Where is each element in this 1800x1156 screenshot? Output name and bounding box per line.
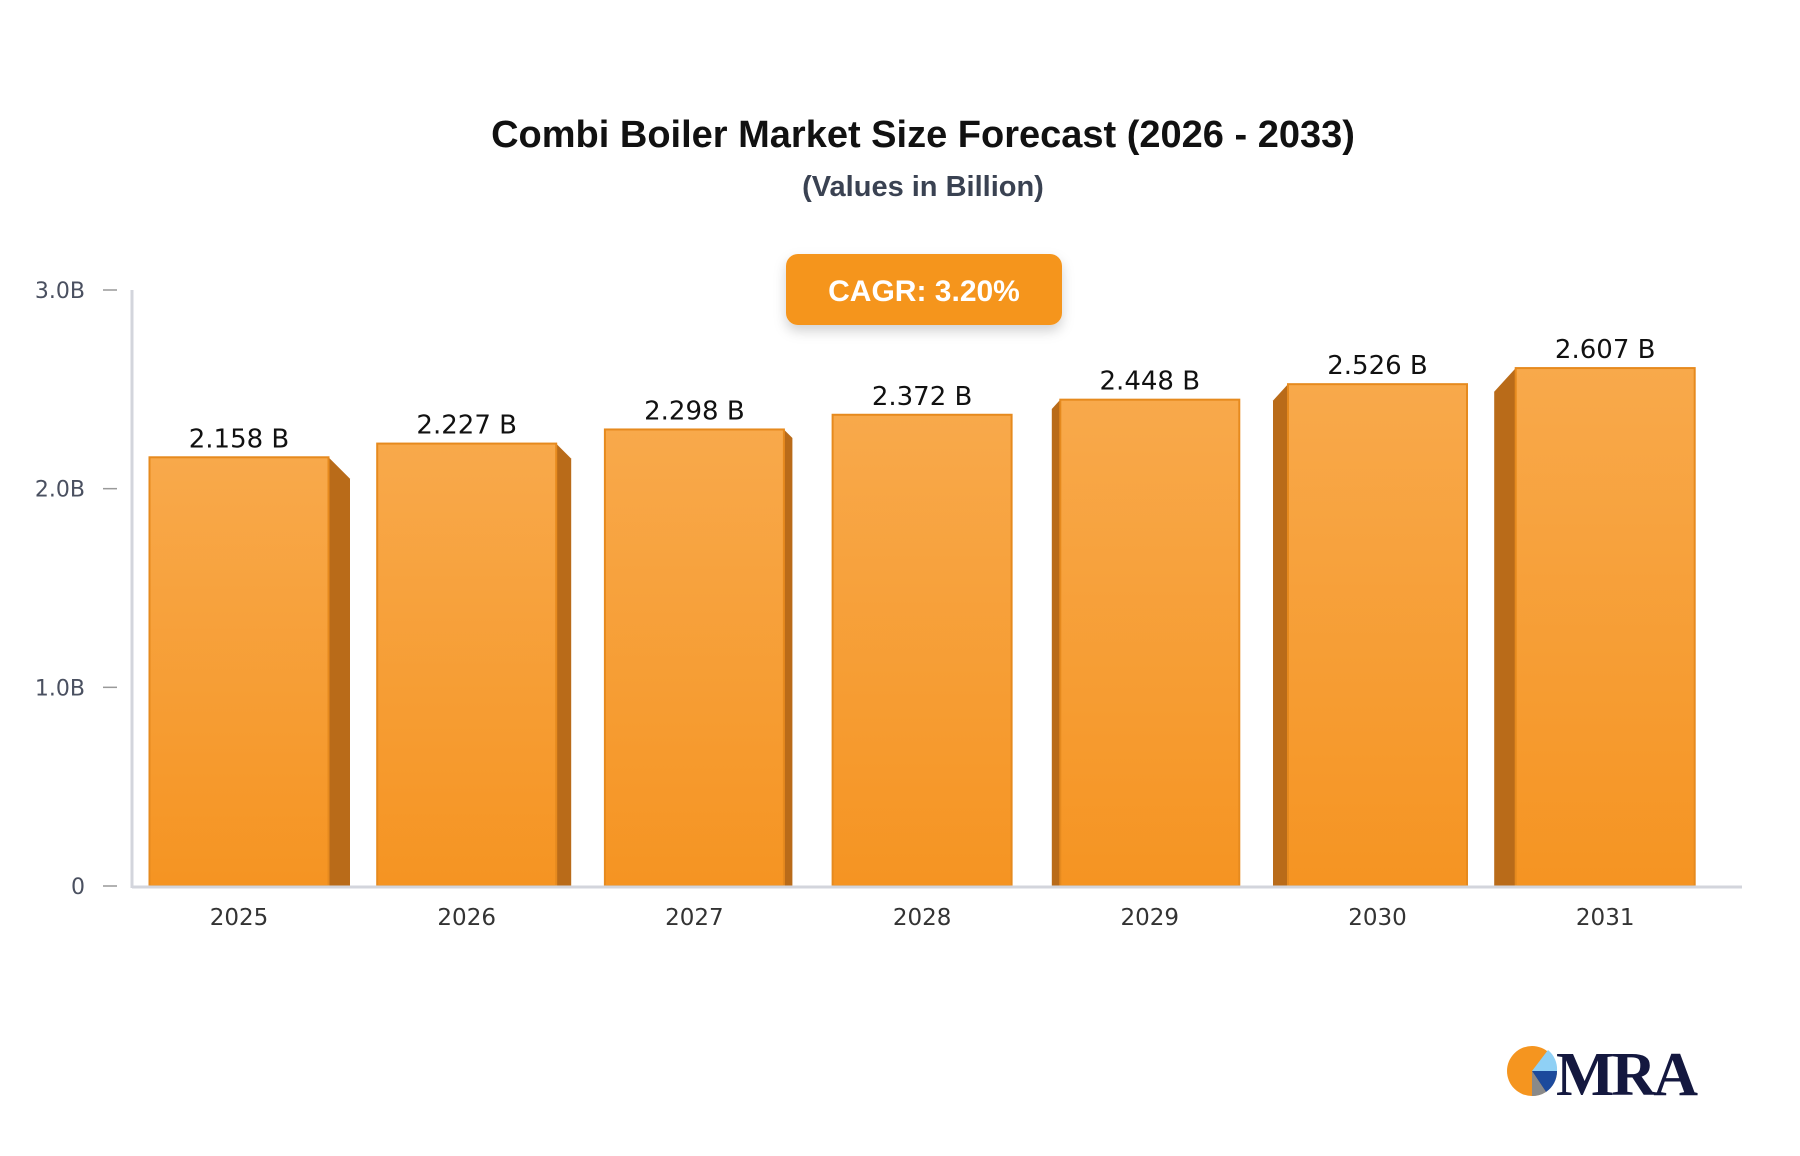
x-tick-label: 2031	[1576, 905, 1635, 931]
bars: 2.158 B 2.227 B 2.298 B 2.372 B 2.448 B 2.526…	[148, 335, 1696, 887]
bar	[1514, 367, 1696, 887]
bar	[148, 456, 330, 887]
bar-side	[1051, 399, 1061, 886]
bar-2026: 2.227 B	[376, 411, 572, 887]
bar-side	[328, 457, 350, 886]
data-label: 2.227 B	[416, 411, 517, 441]
bar-2029: 2.448 B	[1051, 367, 1241, 887]
y-tick-label: 2.0B	[35, 478, 85, 503]
bar-2027: 2.298 B	[603, 396, 793, 887]
bar-side	[1494, 368, 1516, 886]
bar-side	[1273, 384, 1288, 886]
chart-subtitle: (Values in Billion)	[802, 171, 1044, 203]
bar	[1287, 383, 1468, 887]
bar	[831, 413, 1013, 887]
data-label: 2.298 B	[644, 396, 745, 426]
x-tick-label: 2026	[437, 905, 496, 931]
y-tick-label: 0	[71, 875, 85, 900]
bar-2030: 2.526 B	[1273, 351, 1468, 887]
data-label: 2.526 B	[1327, 351, 1428, 381]
data-label: 2.448 B	[1100, 367, 1201, 397]
bar	[1059, 398, 1241, 887]
bar-side	[556, 443, 572, 886]
chart-title: Combi Boiler Market Size Forecast (2026 …	[491, 114, 1355, 156]
x-tick-label: 2029	[1121, 905, 1180, 931]
x-tick-label: 2028	[893, 905, 952, 931]
data-label: 2.607 B	[1555, 335, 1656, 365]
mra-logo: MRA	[1507, 1041, 1701, 1109]
bar-2025: 2.158 B	[148, 424, 350, 887]
cagr-badge: CAGR: 3.20%	[786, 254, 1062, 325]
data-label: 2.158 B	[189, 424, 290, 454]
x-tick-label: 2030	[1348, 905, 1407, 931]
bar	[376, 442, 558, 887]
x-tick-label: 2027	[665, 905, 724, 931]
bar-side	[783, 429, 793, 886]
data-label: 2.372 B	[872, 382, 973, 412]
y-axis: 0 1.0B 2.0B 3.0B	[35, 279, 134, 900]
logo-text: MRA	[1556, 1041, 1698, 1109]
bar-2028: 2.372 B	[831, 382, 1013, 887]
bar-2031: 2.607 B	[1494, 335, 1696, 887]
bar	[603, 428, 785, 887]
x-axis: 2025 2026 2027 2028 2029 2030 2031	[132, 885, 1742, 931]
x-tick-label: 2025	[210, 905, 269, 931]
y-tick-label: 1.0B	[35, 676, 85, 701]
y-tick-label: 3.0B	[35, 279, 85, 304]
cagr-label: CAGR: 3.20%	[828, 275, 1020, 308]
